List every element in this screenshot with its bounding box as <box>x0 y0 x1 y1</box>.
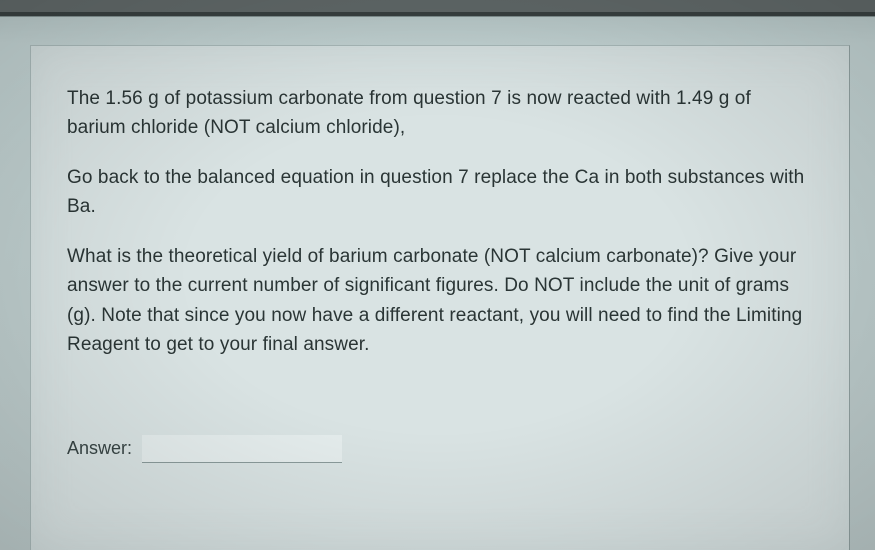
question-paragraph-3: What is the theoretical yield of barium … <box>67 242 813 360</box>
question-paragraph-1: The 1.56 g of potassium carbonate from q… <box>67 84 813 143</box>
question-panel: The 1.56 g of potassium carbonate from q… <box>30 45 850 550</box>
question-text-block: The 1.56 g of potassium carbonate from q… <box>67 84 813 360</box>
answer-input[interactable] <box>142 435 342 463</box>
answer-label: Answer: <box>67 438 132 459</box>
answer-row: Answer: <box>67 435 813 463</box>
top-bar <box>0 0 875 12</box>
question-paragraph-2: Go back to the balanced equation in ques… <box>67 163 813 222</box>
header-separator <box>0 12 875 16</box>
